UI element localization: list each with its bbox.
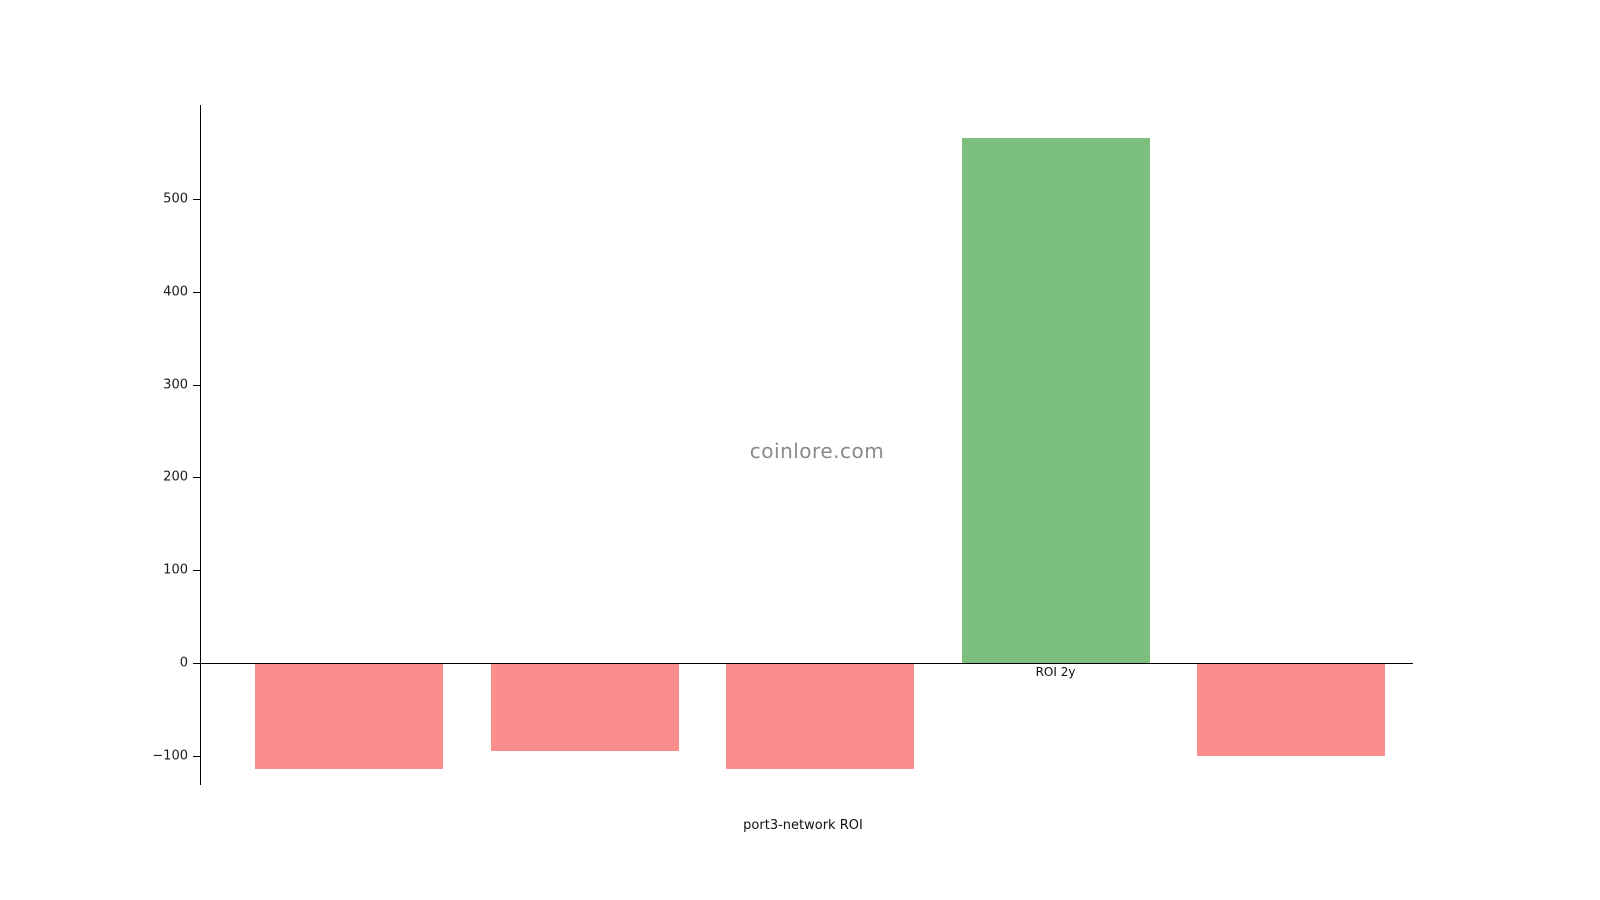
x-axis-line xyxy=(200,663,1413,664)
y-axis-tick xyxy=(193,384,200,386)
y-axis-tick-label: −100 xyxy=(152,748,188,764)
bar-ROI 2y xyxy=(961,137,1150,663)
watermark-text: coinlore.com xyxy=(749,439,885,463)
y-axis-tick-label: 300 xyxy=(163,377,188,393)
y-axis-tick-label: 100 xyxy=(163,562,188,578)
y-axis-tick-label: 0 xyxy=(179,655,188,671)
y-axis-tick xyxy=(193,199,200,200)
y-axis-tick xyxy=(193,663,200,664)
bar-category-label: ROI 2y xyxy=(1035,665,1076,679)
y-axis-tick-label: 200 xyxy=(163,469,188,485)
y-axis-tick xyxy=(193,570,200,572)
y-axis-tick xyxy=(193,477,200,479)
y-axis-tick xyxy=(193,755,200,757)
y-axis-line xyxy=(200,105,201,785)
y-axis-tick-label: 500 xyxy=(163,191,188,207)
chart-title: port3-network ROI xyxy=(743,818,863,833)
bar-segment-5 xyxy=(1197,663,1385,756)
bar-segment-2 xyxy=(490,663,679,752)
y-axis-tick-label: 400 xyxy=(163,284,188,300)
bar-segment-1 xyxy=(255,663,443,769)
bar-segment-3 xyxy=(726,663,914,769)
y-axis-tick xyxy=(193,291,200,293)
